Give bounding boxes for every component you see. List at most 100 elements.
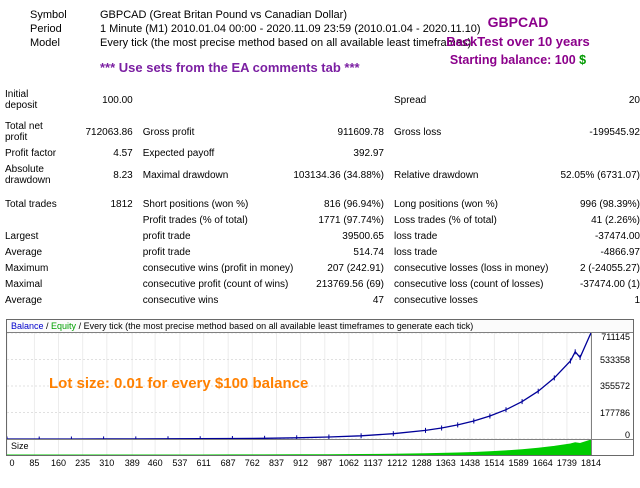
x-axis-label: 1739 [557,458,577,468]
stat-label: Average [5,245,63,261]
stat-label: Gross loss [384,114,549,146]
x-axis-label: 837 [269,458,284,468]
stat-label: loss trade [384,229,549,245]
stat-value [549,146,640,162]
promo-subtitle: BackTest over 10 years [408,34,628,49]
x-axis-label: 1062 [339,458,359,468]
promo-title: GBPCAD [408,14,628,30]
stat-label: Maximal drawdown [133,162,294,189]
stat-value: 52.05% (6731.07) [549,162,640,189]
stat-value [63,277,132,293]
x-axis-label: 460 [148,458,163,468]
y-axis-label: 177786 [600,408,630,418]
stat-label: Long positions (won %) [384,189,549,213]
stat-label: consecutive loss (count of losses) [384,277,549,293]
stat-value: 712063.86 [63,114,132,146]
y-axis-label: 355572 [600,381,630,391]
legend-balance: Balance [11,321,44,331]
promo-block: GBPCAD BackTest over 10 years Starting b… [408,14,628,67]
stat-value: 2 (-24055.27) [549,261,640,277]
stat-value: 1812 [63,189,132,213]
stat-value [63,261,132,277]
stat-value: 100.00 [63,87,132,114]
legend-equity: Equity [51,321,76,331]
x-axis-label: 1589 [509,458,529,468]
x-axis-label: 85 [29,458,39,468]
stat-value: 816 (96.94%) [293,189,384,213]
x-axis-label: 0 [9,458,14,468]
stat-value: 41 (2.26%) [549,213,640,229]
x-axis-label: 1814 [581,458,601,468]
stat-value [63,213,132,229]
stat-value: 20 [549,87,640,114]
stat-label: Gross profit [133,114,294,146]
lot-size-overlay: Lot size: 0.01 for every $100 balance [49,375,308,392]
stat-value: 207 (242.91) [293,261,384,277]
x-axis-label: 1288 [412,458,432,468]
symbol-label: Symbol [0,8,100,22]
stat-label: consecutive profit (count of wins) [133,277,294,293]
stat-value: 213769.56 (69) [293,277,384,293]
backtest-report: Symbol GBPCAD (Great Britan Pound vs Can… [0,8,640,469]
stat-label: Absolute drawdown [5,162,63,189]
stat-label: Relative drawdown [384,162,549,189]
stat-value [293,87,384,114]
stat-value: 996 (98.39%) [549,189,640,213]
chart-legend: Balance / Equity / Every tick (the most … [7,320,633,333]
y-axis-label: 533358 [600,355,630,365]
stat-value: -4866.97 [549,245,640,261]
x-axis-label: 310 [99,458,114,468]
size-panel-label: Size [11,441,29,451]
stat-label [384,146,549,162]
promo-balance: Starting balance: 100 $ [408,53,628,67]
stat-value: 1 [549,293,640,309]
stat-value: 47 [293,293,384,309]
stat-value: -37474.00 (1) [549,277,640,293]
stat-value: 103134.36 (34.88%) [293,162,384,189]
stat-value: -199545.92 [549,114,640,146]
x-axis-label: 762 [245,458,260,468]
size-y-margin [591,440,633,455]
stat-value: 1771 (97.74%) [293,213,384,229]
stat-label: Total net profit [5,114,63,146]
stat-value [63,229,132,245]
stat-label: Initial deposit [5,87,63,114]
stat-label: consecutive losses [384,293,549,309]
period-label: Period [0,22,100,36]
x-axis-label: 537 [172,458,187,468]
balance-chart-block: Balance / Equity / Every tick (the most … [6,319,634,456]
stat-label: Maximal [5,277,63,293]
size-plot-area: Size [7,440,591,455]
stat-label: consecutive losses (loss in money) [384,261,549,277]
x-axis-label: 1664 [533,458,553,468]
stat-label: Profit trades (% of total) [133,213,294,229]
balance-plot-area: Lot size: 0.01 for every $100 balance [7,333,591,439]
x-axis-label: 235 [75,458,90,468]
x-axis-label: 987 [317,458,332,468]
x-axis-label: 160 [51,458,66,468]
chart-plot-row: Lot size: 0.01 for every $100 balance 71… [7,333,633,439]
size-panel-row: Size [7,439,633,455]
stat-value: 8.23 [63,162,132,189]
stat-label: consecutive wins [133,293,294,309]
x-axis-label: 611 [197,458,211,468]
x-axis-label: 912 [293,458,308,468]
stat-value: 911609.78 [293,114,384,146]
stat-label: profit trade [133,245,294,261]
stat-label [5,213,63,229]
stat-value: 392.97 [293,146,384,162]
x-axis-label: 1137 [363,458,382,468]
stat-label: Profit factor [5,146,63,162]
x-axis-label: 389 [125,458,140,468]
stat-value: 4.57 [63,146,132,162]
stat-label: Total trades [5,189,63,213]
stat-label: Loss trades (% of total) [384,213,549,229]
